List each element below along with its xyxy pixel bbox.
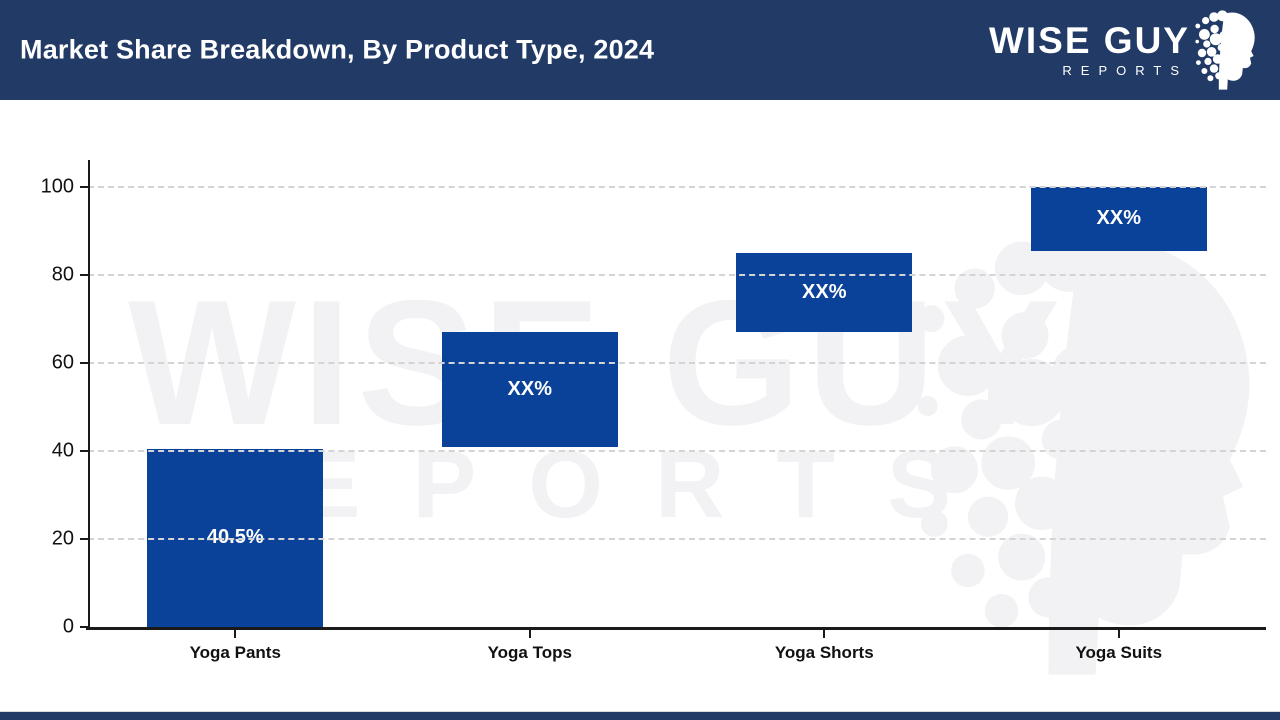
bar-value-label: XX% (1096, 207, 1141, 230)
x-axis-category-label: Yoga Pants (189, 643, 281, 662)
x-axis-category-label: Yoga Tops (487, 643, 572, 662)
y-axis-tick-label: 20 (51, 527, 74, 550)
y-axis-tick-mark (80, 274, 88, 276)
bar-yoga-shorts: XX% (736, 253, 913, 333)
x-axis-tick-mark (823, 630, 826, 638)
footer-bar (0, 711, 1280, 720)
logo-wordmark: WISE GUY REPORTS (989, 22, 1190, 78)
bar-value-label: 40.5% (206, 526, 264, 549)
y-axis-tick-label: 100 (40, 175, 74, 198)
gridline-y100 (88, 186, 1266, 188)
bar-yoga-tops: XX% (441, 332, 618, 447)
bar-yoga-pants: 40.5% (147, 448, 324, 627)
x-axis-line (86, 627, 1266, 630)
y-axis-tick-mark (80, 450, 88, 452)
bar-value-label: XX% (507, 377, 552, 400)
brand-logo: WISE GUY REPORTS (989, 8, 1262, 92)
logo-wordmark-bottom: REPORTS (1062, 63, 1188, 78)
y-axis-tick-mark (80, 626, 88, 628)
y-axis-tick-mark (80, 538, 88, 540)
logo-wordmark-top: WISE GUY (988, 20, 1190, 61)
x-axis-tick-mark (234, 630, 237, 638)
chart-canvas: WISE GUY REPORTS 0 20 40 60 80 100 40.5% Yoga P… (0, 100, 1280, 712)
y-axis-tick-label: 80 (51, 263, 74, 286)
bar-value-label: XX% (802, 281, 847, 304)
wiseguy-face-icon (1184, 8, 1262, 92)
x-axis-category-label: Yoga Shorts (774, 643, 874, 662)
y-axis-tick-mark (80, 362, 88, 364)
gridline-y40 (88, 450, 1266, 452)
y-axis-tick-mark (80, 186, 88, 188)
y-axis-tick-label: 0 (62, 615, 74, 638)
gridline-y20 (88, 538, 1266, 540)
gridline-y60 (88, 362, 1266, 364)
watermark-face-icon (862, 218, 1280, 688)
x-axis-category-label: Yoga Suits (1075, 643, 1163, 662)
gridline-y80 (88, 274, 1266, 276)
y-axis-line (88, 160, 90, 630)
chart-title: Market Share Breakdown, By Product Type,… (20, 34, 655, 65)
header-bar: Market Share Breakdown, By Product Type,… (0, 0, 1280, 100)
x-axis-tick-mark (1117, 630, 1120, 638)
y-axis-tick-label: 40 (51, 439, 74, 462)
x-axis-tick-mark (528, 630, 531, 638)
bar-yoga-suits: XX% (1030, 187, 1207, 251)
y-axis-tick-label: 60 (51, 351, 74, 374)
